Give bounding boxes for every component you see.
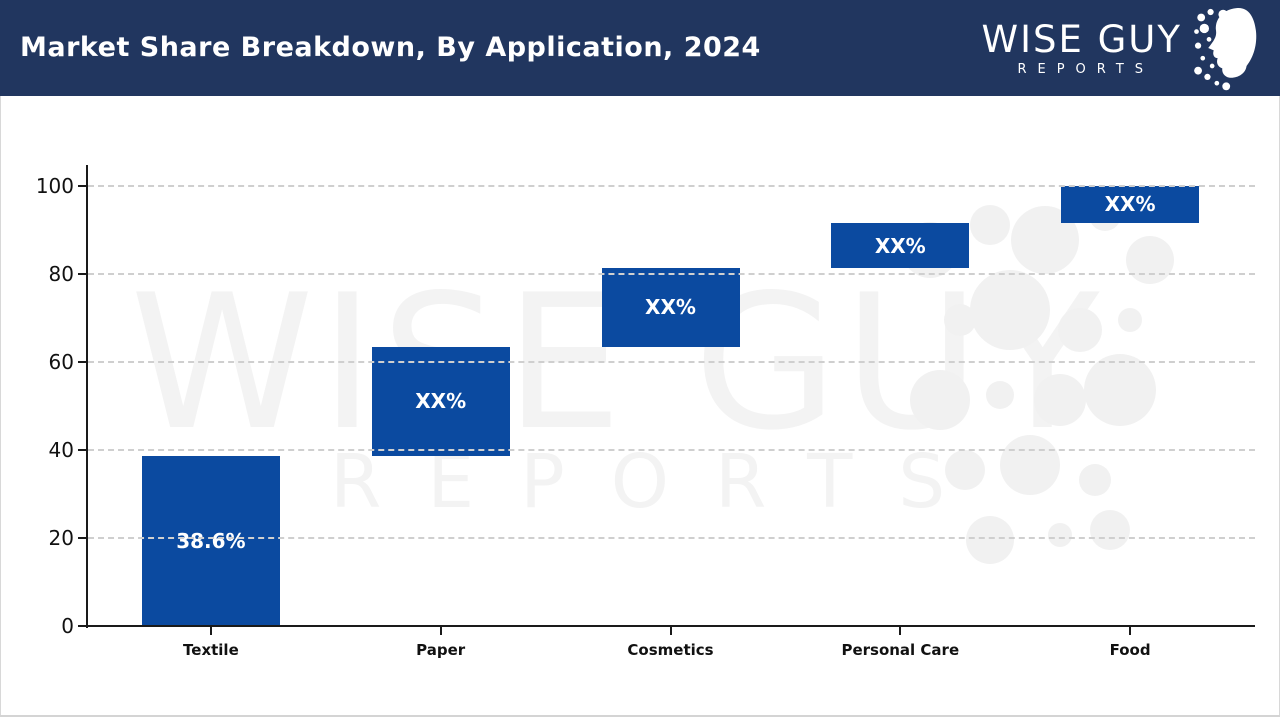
gridline-y60 [88, 361, 1255, 363]
watermark-dot [1048, 523, 1072, 547]
bar-personal-care: XX% [831, 222, 970, 269]
xtick-mark-personal-care [899, 627, 902, 635]
logo-wiseguy-label: WISE GUY [981, 17, 1182, 61]
bar-value-label-paper: XX% [415, 389, 467, 414]
watermark-dot [986, 381, 1014, 409]
bar-value-label-food: XX% [1104, 192, 1156, 217]
bar-value-label-textile: 38.6% [176, 529, 246, 554]
watermark-dot [1058, 308, 1102, 352]
xtick-label-textile: Textile [183, 641, 239, 659]
xtick-label-cosmetics: Cosmetics [627, 641, 714, 659]
xtick-label-food: Food [1109, 641, 1151, 659]
logo-reports-label: REPORTS [1017, 61, 1155, 77]
watermark-dot [966, 516, 1014, 564]
ytick-mark-80 [78, 273, 88, 275]
x-axis-line [86, 625, 1255, 627]
watermark-dot [945, 450, 985, 490]
bar-textile: 38.6% [141, 456, 280, 626]
header-bar: Market Share Breakdown, By Application, … [0, 0, 1280, 96]
watermark-dot [1079, 464, 1111, 496]
gridline-y100 [88, 185, 1255, 187]
gridline-y20 [88, 537, 1255, 539]
wiseguy-logo-text: WISE GUY REPORTS [981, 17, 1182, 77]
xtick-mark-food [1129, 627, 1132, 635]
ytick-label-40: 40 [48, 438, 74, 462]
xtick-label-paper: Paper [416, 641, 466, 659]
page-border-left [0, 96, 1, 717]
watermark-dot [1118, 308, 1142, 332]
xtick-mark-cosmetics [669, 627, 672, 635]
ytick-mark-40 [78, 449, 88, 451]
xtick-mark-textile [209, 627, 212, 635]
watermark-dot [970, 205, 1010, 245]
ytick-label-80: 80 [48, 262, 74, 286]
bar-value-label-cosmetics: XX% [645, 295, 696, 320]
ytick-mark-60 [78, 361, 88, 363]
page-border-bottom [0, 715, 1280, 717]
bar-value-label-personal-care: XX% [874, 233, 926, 258]
page-title: Market Share Breakdown, By Application, … [20, 32, 761, 63]
watermark-dot [1084, 354, 1156, 426]
watermark-dot [1126, 236, 1174, 284]
bar-cosmetics: XX% [601, 268, 740, 347]
ytick-mark-20 [78, 537, 88, 539]
watermark-dot [1090, 510, 1130, 550]
ytick-mark-0 [78, 625, 88, 627]
bar-food: XX% [1061, 186, 1200, 223]
bar-paper: XX% [371, 346, 510, 457]
ytick-label-100: 100 [35, 174, 74, 198]
wiseguy-logo: WISE GUY REPORTS [981, 6, 1266, 91]
ytick-label-60: 60 [48, 350, 74, 374]
gridline-y40 [88, 449, 1255, 451]
xtick-label-personal-care: Personal Care [841, 641, 960, 659]
ytick-mark-100 [78, 185, 88, 187]
watermark-dot [1034, 374, 1086, 426]
wiseguy-face-icon [1194, 7, 1257, 91]
watermark-dot [1000, 435, 1060, 495]
xtick-mark-paper [439, 627, 442, 635]
watermark-dot [910, 370, 970, 430]
gridline-y80 [88, 273, 1255, 275]
ytick-label-20: 20 [48, 526, 74, 550]
watermark-dot [970, 270, 1050, 350]
y-axis-line [86, 165, 88, 628]
ytick-label-0: 0 [61, 614, 74, 638]
